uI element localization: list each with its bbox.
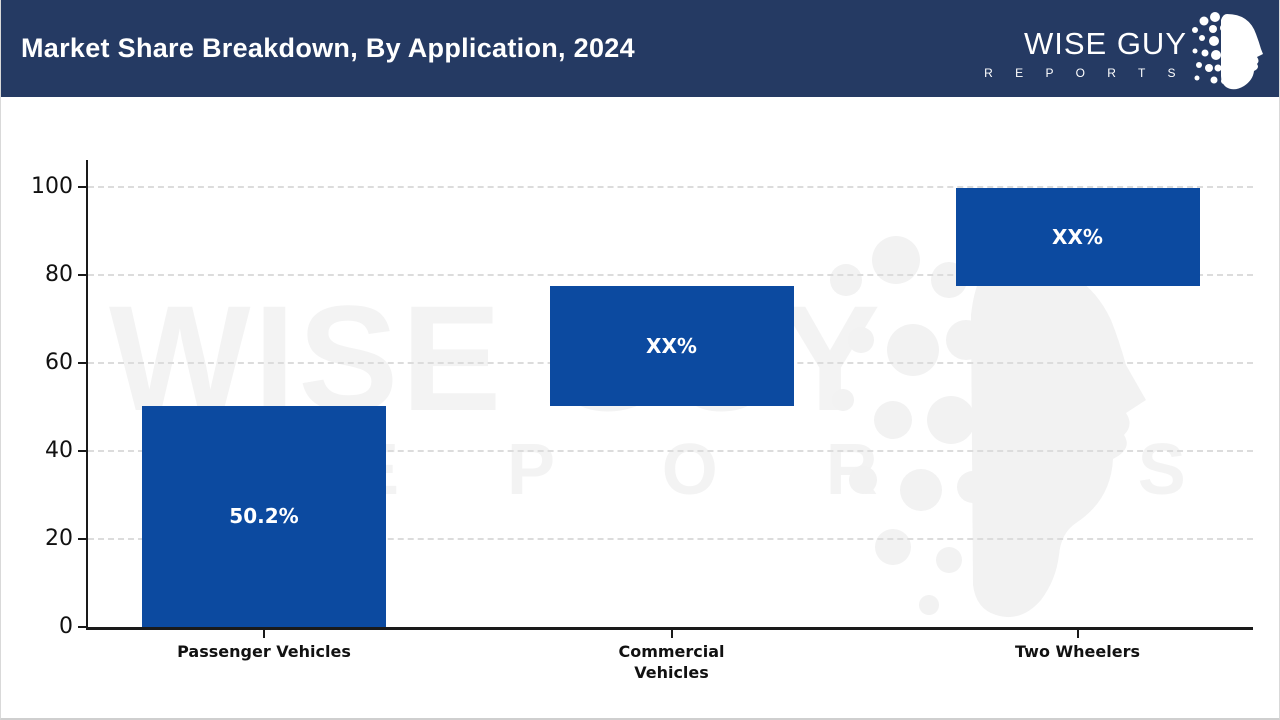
y-tick-label-80: 80: [45, 261, 73, 287]
bar-3: XX%: [955, 188, 1200, 287]
bar-value-label-1: 50.2%: [229, 504, 299, 529]
gridline-y-40: [88, 449, 1253, 452]
y-tick-label-0: 0: [59, 614, 73, 639]
bar-2: XX%: [549, 286, 794, 406]
bar-value-label-3: XX%: [1052, 225, 1103, 250]
x-tick-mark-2: [670, 630, 673, 638]
bar-1: 50.2%: [142, 405, 386, 627]
x-category-label-2: Commercial Vehicles: [618, 642, 725, 682]
y-tick-label-20: 20: [45, 525, 73, 551]
header-band: Market Share Breakdown, By Application, …: [1, 0, 1279, 97]
logo-subtitle: R E P O R T S: [984, 66, 1185, 80]
wise-guy-reports-logo: WISE GUY R E P O R T S: [984, 6, 1265, 92]
x-axis-line: [86, 627, 1253, 630]
y-tick-mark-20: [78, 537, 86, 540]
y-tick-label-100: 100: [31, 173, 73, 199]
y-tick-mark-40: [78, 449, 86, 452]
y-tick-mark-80: [78, 273, 86, 276]
y-tick-label-40: 40: [45, 437, 73, 463]
logo-face-icon: [1192, 12, 1263, 90]
y-tick-mark-60: [78, 361, 86, 364]
watermark-face-icon: [830, 236, 1146, 618]
bar-value-label-2: XX%: [646, 334, 697, 359]
x-tick-mark-1: [263, 630, 265, 638]
y-tick-mark-100: [78, 185, 86, 188]
chart-plot-area: WISE GUY R E P O R T S 0 20 40 60 80 100 50.2%…: [1, 97, 1279, 718]
y-tick-mark-0: [78, 626, 86, 628]
x-tick-mark-3: [1076, 630, 1079, 638]
x-category-label-1: Passenger Vehicles: [177, 642, 351, 661]
y-axis-line: [86, 159, 88, 630]
x-category-label-3: Two Wheelers: [1015, 642, 1140, 661]
page-title: Market Share Breakdown, By Application, …: [21, 33, 635, 63]
y-tick-label-60: 60: [45, 349, 73, 375]
logo-wordmark: WISE GUY: [1023, 26, 1187, 61]
gridline-y-100: [88, 185, 1253, 188]
gridline-y-20: [88, 537, 1253, 540]
gridline-y-80: [88, 273, 1253, 276]
